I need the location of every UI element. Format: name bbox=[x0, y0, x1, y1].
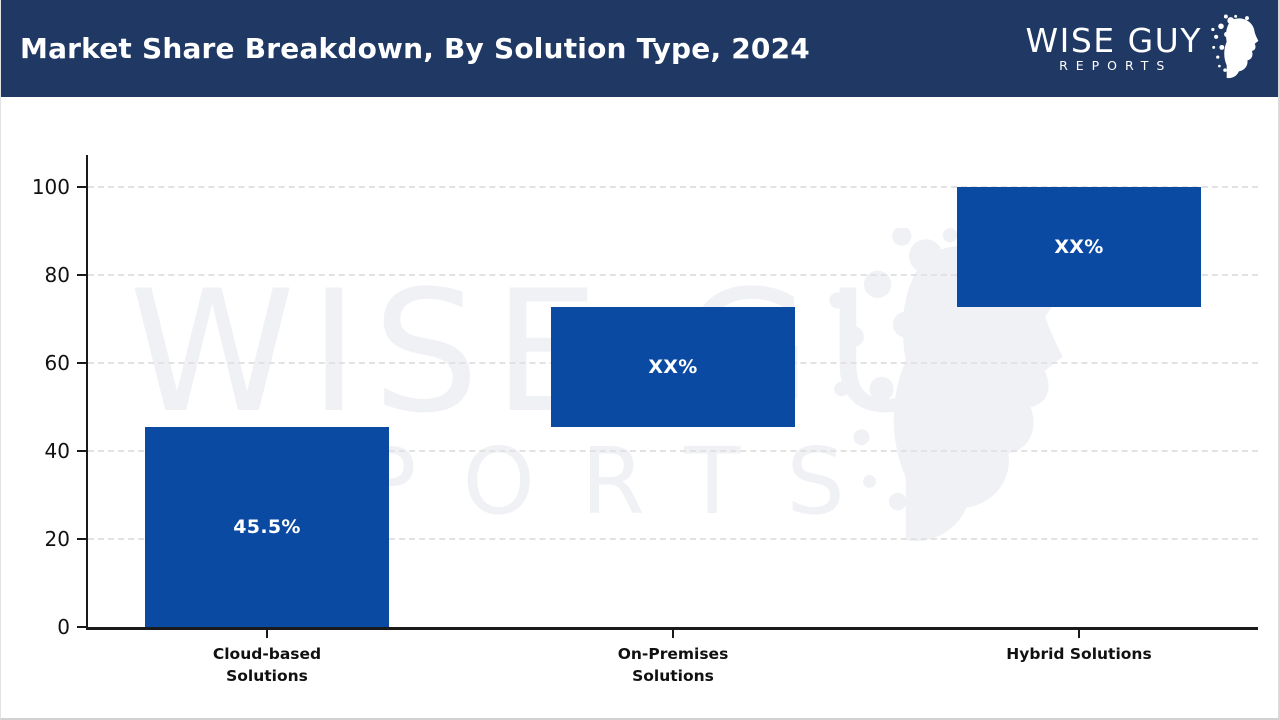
category-label-line: Hybrid Solutions bbox=[1006, 645, 1152, 663]
x-tick-mark-hybrid-solutions bbox=[1077, 630, 1080, 638]
y-tick-mark-20 bbox=[77, 538, 86, 540]
plot-area: 0 20 40 60 80 100 45.5% XX% XX% Cloud-based Soluti… bbox=[32, 155, 1258, 685]
x-tick-mark-cloud-based-solutions bbox=[266, 630, 268, 638]
bar-cloud-based-solutions[interactable]: 45.5% bbox=[145, 426, 389, 627]
logo-subtitle: REPORTS bbox=[1059, 58, 1173, 74]
y-tick-label-20: 20 bbox=[44, 527, 70, 551]
category-label-hybrid-solutions: Hybrid Solutions bbox=[1006, 644, 1151, 666]
bar-on-premises-solutions[interactable]: XX% bbox=[551, 306, 795, 427]
y-tick-label-0: 0 bbox=[57, 615, 70, 639]
logo-wordmark: WISE GUY bbox=[1025, 21, 1202, 61]
y-gridline-80 bbox=[88, 274, 1258, 276]
y-gridline-20 bbox=[88, 538, 1258, 540]
y-tick-label-100: 100 bbox=[31, 175, 70, 199]
y-tick-label-60: 60 bbox=[44, 351, 70, 375]
y-tick-label-80: 80 bbox=[44, 263, 70, 287]
header-bar: Market Share Breakdown, By Solution Type… bbox=[1, 0, 1278, 97]
bar-value-label: 45.5% bbox=[233, 515, 301, 538]
category-label-line: Solutions bbox=[226, 666, 308, 685]
wise-guy-logo: WISE GUY REPORTS bbox=[1025, 11, 1260, 87]
category-label-line: On-Premises bbox=[617, 645, 729, 663]
y-tick-label-40: 40 bbox=[44, 439, 70, 463]
y-gridline-40 bbox=[88, 450, 1258, 452]
y-tick-mark-0 bbox=[77, 626, 86, 628]
category-label-on-premises-solutions: On-Premises Solutions bbox=[618, 644, 729, 687]
y-tick-mark-100 bbox=[77, 186, 86, 188]
logo-text: WISE GUY REPORTS bbox=[1025, 24, 1202, 73]
y-tick-mark-80 bbox=[77, 274, 86, 276]
category-label-line: Cloud-based bbox=[212, 645, 322, 663]
bar-value-label: XX% bbox=[1054, 235, 1104, 258]
y-tick-mark-40 bbox=[77, 450, 86, 452]
bar-hybrid-solutions[interactable]: XX% bbox=[957, 187, 1201, 307]
page-title: Market Share Breakdown, By Solution Type… bbox=[20, 32, 810, 65]
category-label-line: Solutions bbox=[632, 666, 714, 685]
category-label-cloud-based-solutions: Cloud-based Solutions bbox=[213, 644, 321, 687]
x-tick-mark-on-premises-solutions bbox=[672, 630, 674, 638]
y-gridline-100 bbox=[88, 186, 1258, 188]
y-tick-mark-60 bbox=[77, 362, 86, 364]
logo-face-icon bbox=[1211, 14, 1259, 78]
bar-value-label: XX% bbox=[648, 355, 698, 378]
